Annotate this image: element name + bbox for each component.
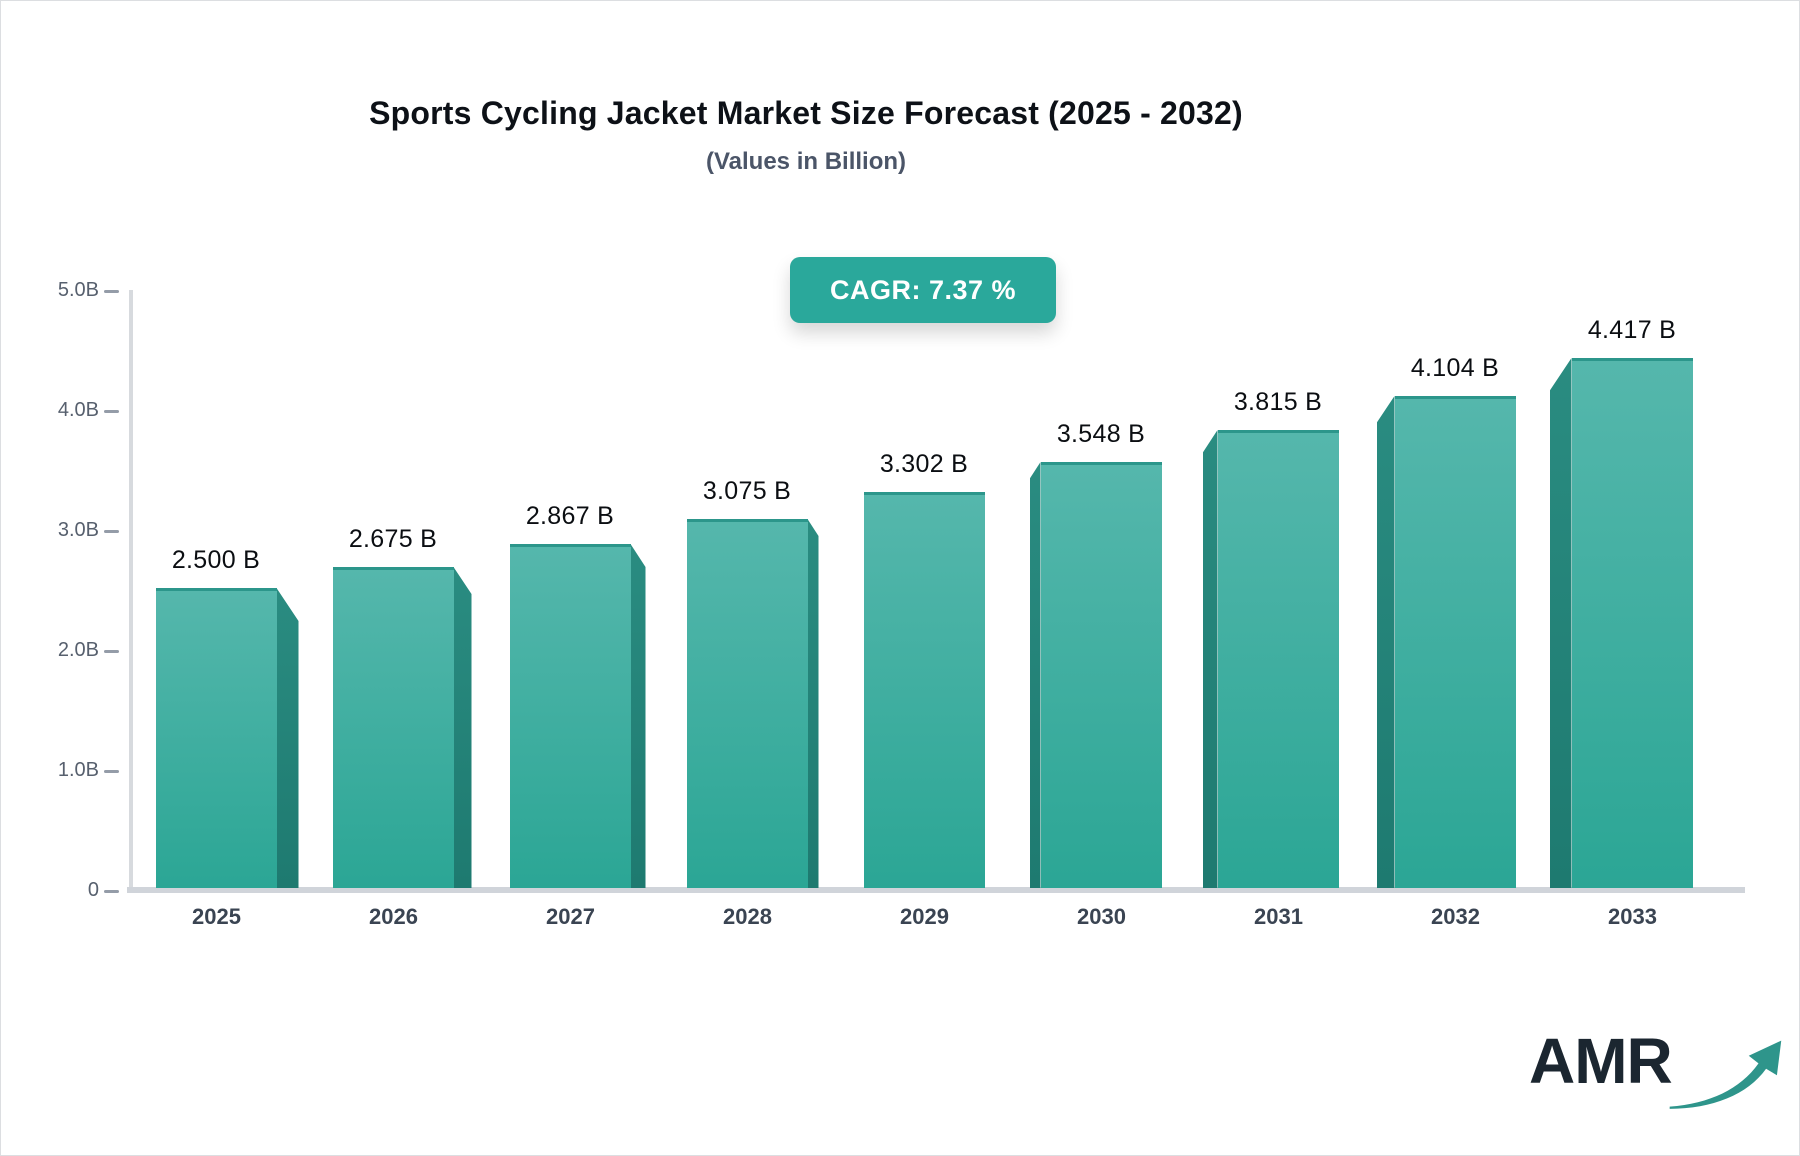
bar-value-label: 2.867 B (525, 502, 615, 530)
y-tick-mark (104, 410, 119, 413)
bar-2030 (1040, 462, 1162, 888)
x-axis-line (127, 887, 1745, 893)
y-tick-label: 1.0B (57, 759, 99, 781)
cagr-badge: CAGR: 7.37 % (790, 257, 1056, 323)
bar-side-face-2025 (276, 588, 299, 888)
x-tick-label: 2027 (546, 904, 595, 929)
amr-logo: AMR (1529, 1025, 1786, 1111)
x-tick-label: 2030 (1077, 904, 1126, 929)
growth-arrow-icon (1669, 1040, 1781, 1109)
x-tick-label: 2031 (1254, 904, 1303, 929)
x-tick-label: 2026 (369, 904, 418, 929)
bar-value-label: 4.104 B (1410, 354, 1500, 382)
y-tick-label: 0 (87, 879, 99, 901)
bar-value-label: 2.500 B (171, 546, 261, 574)
y-tick-mark (104, 290, 119, 293)
bar-side-face-2031 (1202, 430, 1218, 888)
bar-side-face-2033 (1549, 358, 1572, 888)
x-tick-label: 2029 (900, 904, 949, 929)
y-tick-label: 3.0B (57, 519, 99, 541)
bar-value-label: 3.815 B (1233, 388, 1323, 416)
y-tick-mark (104, 650, 119, 653)
bar-side-face-2030 (1029, 462, 1041, 888)
x-tick-label: 2032 (1431, 904, 1480, 929)
bar-side-face-2032 (1376, 396, 1395, 888)
y-tick-mark (104, 770, 119, 773)
y-tick-label: 5.0B (57, 279, 99, 301)
cagr-badge-label: CAGR: 7.37 % (829, 274, 1017, 305)
bar-2029 (863, 492, 985, 888)
y-axis-line (129, 290, 133, 892)
bar-value-label: 4.417 B (1587, 316, 1677, 344)
chart-title: Sports Cycling Jacket Market Size Foreca… (369, 95, 1243, 131)
y-tick-label: 2.0B (57, 639, 99, 661)
bar-value-label: 3.075 B (702, 477, 792, 505)
x-tick-label: 2025 (192, 904, 241, 929)
bar-2025 (155, 588, 277, 888)
bar-side-face-2028 (807, 519, 819, 888)
bar-2026 (332, 567, 454, 888)
bar-2028 (686, 519, 808, 888)
bar-2033 (1571, 358, 1693, 888)
bar-side-face-2026 (453, 567, 472, 888)
amr-logo-text: AMR (1529, 1025, 1673, 1097)
bar-value-label: 3.302 B (879, 450, 969, 478)
bar-2032 (1394, 396, 1516, 888)
bar-2027 (509, 544, 631, 888)
bar-2031 (1217, 430, 1339, 888)
y-tick-mark (104, 890, 119, 893)
y-tick-label: 4.0B (57, 399, 99, 421)
y-tick-mark (104, 530, 119, 533)
x-tick-label: 2028 (723, 904, 772, 929)
bar-side-face-2027 (630, 544, 646, 888)
bar-value-label: 3.548 B (1056, 420, 1146, 448)
bar-value-label: 2.675 B (348, 525, 438, 553)
x-tick-label: 2033 (1608, 904, 1657, 929)
chart-subtitle: (Values in Billion) (705, 148, 907, 175)
